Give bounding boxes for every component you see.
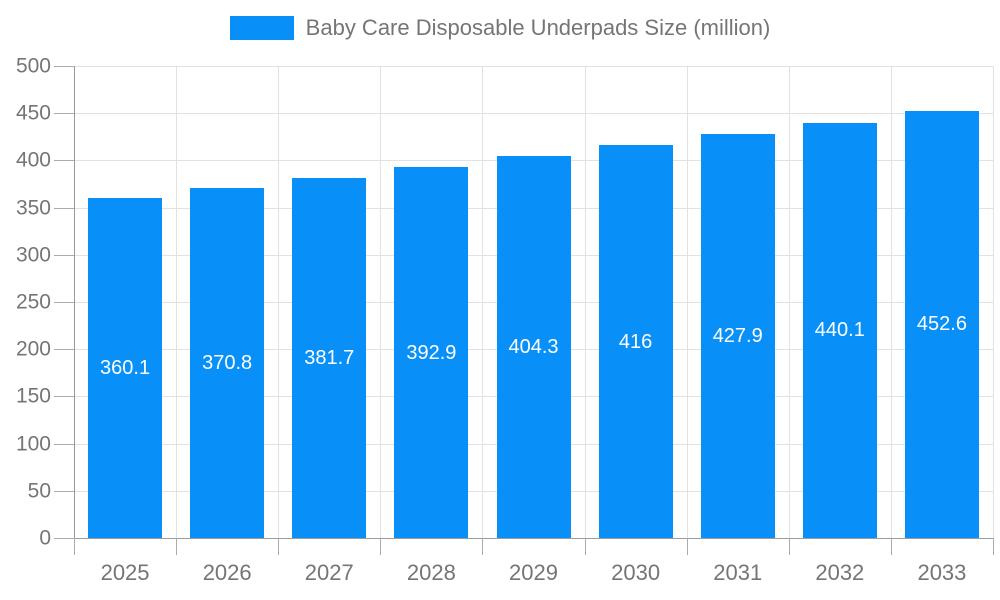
y-axis-tick [54,349,74,351]
x-tick-label: 2028 [406,560,456,585]
y-tick-label: 300 [15,243,51,267]
y-tick-label: 500 [15,54,51,78]
y-tick-label: 100 [15,432,51,456]
y-tick-label: 150 [15,384,51,408]
y-tick-label: 0 [39,526,51,550]
x-tick-label: 2027 [304,560,354,585]
chart-legend: Baby Care Disposable Underpads Size (mil… [0,15,1000,41]
vertical-gridline [380,66,382,538]
y-tick-label: 350 [15,196,51,220]
y-tick-label: 200 [15,337,51,361]
horizontal-gridline [74,113,993,115]
vertical-gridline [584,66,586,538]
x-axis-tick [380,538,382,555]
y-axis-tick [54,207,74,209]
bar-value-label: 392.9 [406,341,457,364]
x-axis-tick [74,538,75,555]
bar-value-label: 440.1 [814,319,865,342]
chart-title: Baby Care Disposable Underpads Size (mil… [305,15,771,40]
bar-value-label: 427.9 [712,325,763,348]
vertical-gridline [788,66,790,538]
plot-area: 360.1 370.8 381.7 392.9 404.3 416 427.9 440.1 45… [74,66,994,538]
bar[interactable]: 360.1 [88,198,163,538]
bar[interactable]: 381.7 [292,177,367,538]
legend-item[interactable]: Baby Care Disposable Underpads Size (mil… [229,15,771,41]
x-axis-line [74,538,993,539]
x-tick-label: 2032 [815,560,865,585]
bar[interactable]: 427.9 [700,134,775,538]
y-axis-tick [54,302,74,303]
vertical-gridline [278,66,280,538]
legend-swatch [229,16,294,40]
vertical-gridline [176,66,178,538]
bar-value-label: 360.1 [100,357,151,380]
x-axis-tick [176,538,178,555]
vertical-gridline [482,66,484,538]
y-tick-label: 250 [15,290,51,314]
y-axis-tick [54,443,74,445]
y-axis-tick [54,490,74,492]
y-axis-tick [54,113,74,115]
vertical-gridline [890,66,892,538]
x-tick-label: 2030 [611,560,661,585]
y-axis-tick [54,538,74,539]
bar[interactable]: 370.8 [190,187,265,538]
x-tick-label: 2033 [917,560,967,585]
bar[interactable]: 404.3 [496,156,571,538]
x-axis-tick [686,538,688,555]
bar-value-label: 370.8 [202,351,253,374]
bar[interactable]: 416 [598,145,673,538]
x-axis-tick [278,538,280,555]
vertical-gridline [686,66,688,538]
x-tick-label: 2026 [202,560,252,585]
bar-value-label: 452.6 [916,313,967,336]
bar-value-label: 381.7 [304,346,355,369]
vertical-gridline [993,66,994,538]
x-axis-tick [890,538,892,555]
x-axis-tick [788,538,790,555]
y-tick-label: 450 [15,101,51,125]
y-axis-tick [54,254,74,256]
x-tick-label: 2025 [100,560,150,585]
x-tick-label: 2029 [509,560,558,585]
y-axis-line [74,66,75,539]
y-axis-tick [54,396,74,398]
x-axis-tick [584,538,586,555]
y-tick-label: 50 [27,479,51,503]
bar[interactable]: 392.9 [394,167,469,538]
y-axis-tick [54,160,74,162]
x-axis-tick [482,538,484,555]
bar[interactable]: 440.1 [802,122,877,538]
x-axis-tick [993,538,994,555]
bar[interactable]: 452.6 [904,110,979,538]
x-axis: 2025 2026 2027 2028 2029 2030 2031 2032 2033 [74,538,994,600]
bar-value-label: 404.3 [508,336,559,359]
x-tick-label: 2031 [713,560,763,585]
y-tick-label: 400 [15,148,51,172]
y-axis: 0 50 100 150 200 250 300 350 400 450 500 [0,56,74,549]
bar-value-label: 416 [618,330,653,353]
horizontal-gridline [74,66,993,67]
y-axis-tick [54,66,74,67]
